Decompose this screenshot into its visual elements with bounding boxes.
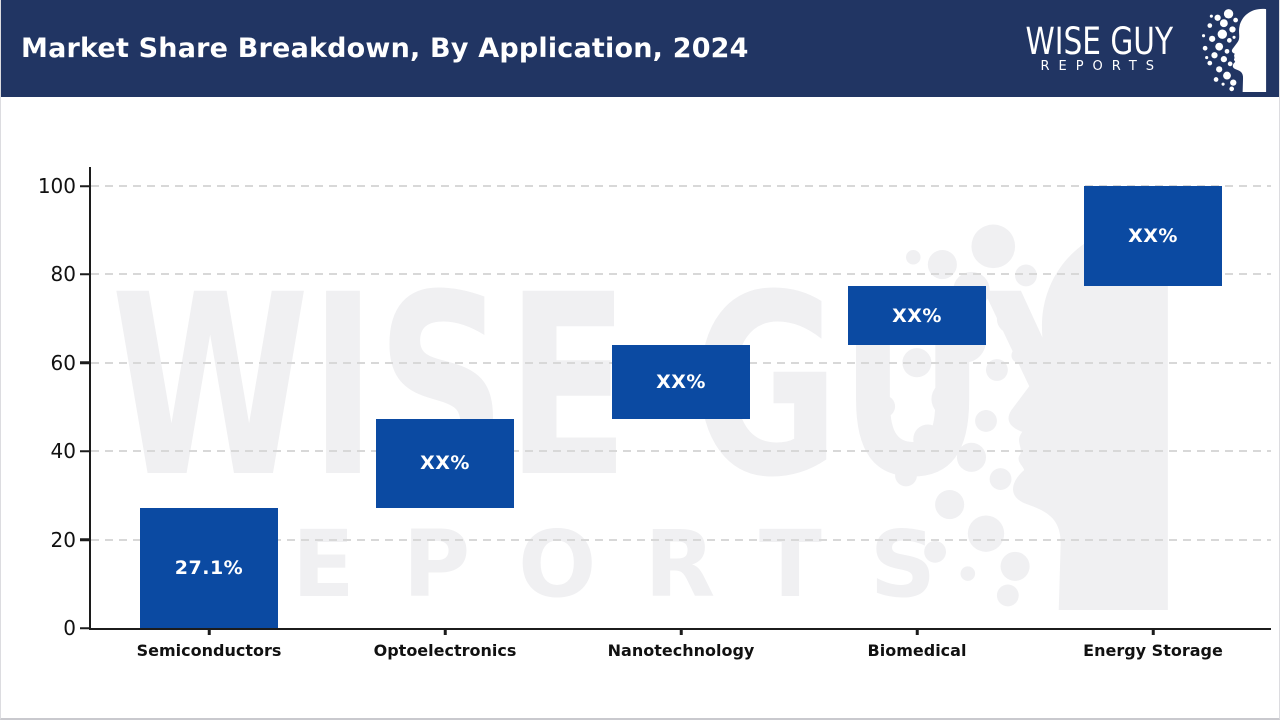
y-tick-label: 0 <box>63 616 76 640</box>
category-label: Optoelectronics <box>373 641 517 660</box>
category-label: Energy Storage <box>1083 641 1223 660</box>
logo-text: WISE GUY REPORTS <box>1007 19 1191 75</box>
y-tick-label: 40 <box>50 439 76 464</box>
y-tick-label: 80 <box>50 262 76 287</box>
y-tick-mark <box>80 273 89 276</box>
x-tick-mark <box>679 628 683 635</box>
bar-segment: 27.1% <box>139 508 279 628</box>
bar-value-label: 27.1% <box>174 557 244 580</box>
y-tick-mark <box>80 538 89 541</box>
y-tick-mark <box>80 184 89 188</box>
logo-subtitle: REPORTS <box>1040 59 1164 75</box>
page-title: Market Share Breakdown, By Application, … <box>21 33 749 64</box>
y-tick-label: 20 <box>50 527 76 552</box>
bar-segment: XX% <box>1083 186 1223 287</box>
y-tick-mark <box>80 626 89 630</box>
dotted-face-profile-icon <box>1201 8 1267 92</box>
bar-value-label: XX% <box>1128 225 1178 248</box>
plot-area: 0 20 40 60 80 100 27.1% Semiconductors XX% Optoel… <box>38 167 1271 660</box>
bar-segment: XX% <box>611 345 751 419</box>
bar-value-label: XX% <box>420 452 470 475</box>
category-label: Biomedical <box>867 641 967 660</box>
x-tick-mark <box>207 628 211 635</box>
bar-value-label: XX% <box>656 370 706 393</box>
category-label: Nanotechnology <box>607 641 755 660</box>
bar-segment: XX% <box>847 286 987 346</box>
gridline <box>91 538 1271 541</box>
y-tick-label: 100 <box>37 174 76 199</box>
gridline <box>91 273 1271 276</box>
y-tick-mark <box>80 361 89 365</box>
x-tick-mark <box>1151 628 1155 635</box>
x-tick-mark <box>443 628 447 635</box>
category-label: Semiconductors <box>136 641 282 660</box>
wise-guy-logo: WISE GUY REPORTS <box>1007 6 1269 92</box>
y-tick-mark <box>80 449 89 453</box>
bar-segment: XX% <box>375 418 515 509</box>
y-tick-label: 60 <box>50 350 76 375</box>
header-bar: Market Share Breakdown, By Application, … <box>1 0 1279 97</box>
gridline <box>91 450 1271 453</box>
logo-wordmark: WISE GUY <box>1024 19 1173 63</box>
gridline <box>91 185 1271 188</box>
x-tick-mark <box>915 628 919 635</box>
bar-value-label: XX% <box>892 304 942 327</box>
